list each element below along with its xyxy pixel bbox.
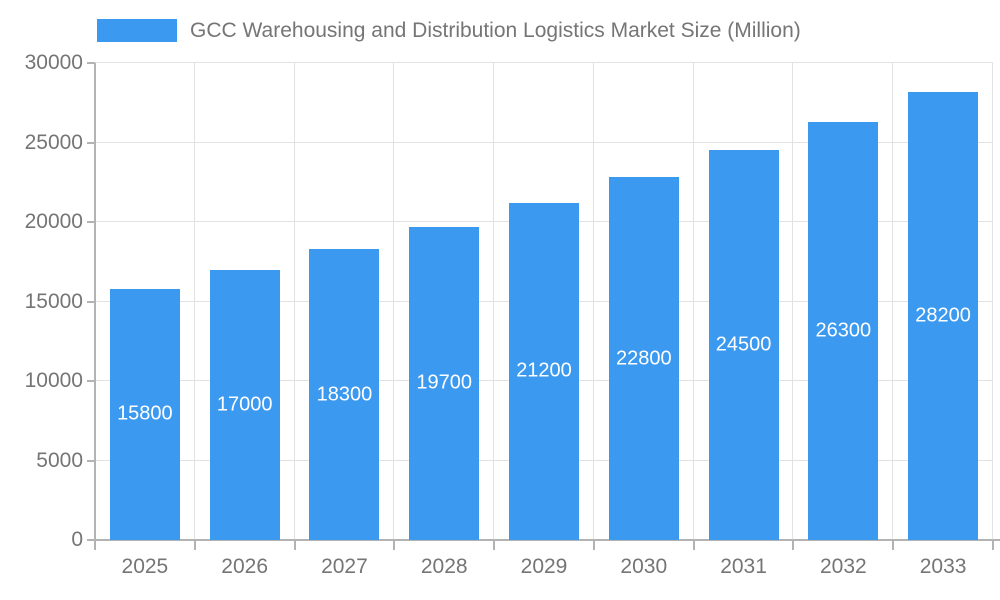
y-axis-label: 30000 xyxy=(24,51,83,74)
bar-value-label: 21200 xyxy=(516,359,572,382)
bar-value-label: 28200 xyxy=(915,304,971,327)
x-axis-tick xyxy=(593,540,595,550)
bar xyxy=(908,92,978,540)
bar xyxy=(110,289,180,540)
y-axis-tick xyxy=(87,380,95,382)
x-axis-tick xyxy=(892,540,894,550)
bar xyxy=(808,122,878,540)
x-axis-label: 2032 xyxy=(819,555,867,578)
y-axis-line xyxy=(94,63,96,540)
bar-value-label: 19700 xyxy=(416,371,473,394)
bar-value-label: 17000 xyxy=(216,393,273,416)
bar-value-label: 15800 xyxy=(117,402,173,425)
y-axis-label: 25000 xyxy=(24,130,83,154)
y-axis-label: 20000 xyxy=(24,210,83,233)
y-axis-tick xyxy=(87,460,95,462)
x-axis-line xyxy=(95,539,1000,541)
x-gridline xyxy=(693,63,694,540)
x-axis-label: 2030 xyxy=(620,555,668,578)
y-gridline xyxy=(95,142,993,143)
x-gridline xyxy=(992,63,993,540)
x-axis-tick xyxy=(493,540,495,550)
y-axis-label: 15000 xyxy=(24,289,83,313)
y-axis-tick xyxy=(87,539,95,541)
x-axis-tick xyxy=(693,540,695,550)
y-axis-tick xyxy=(87,221,95,223)
x-axis-tick xyxy=(393,540,395,550)
x-gridline xyxy=(493,63,494,540)
x-axis-tick xyxy=(792,540,794,550)
x-gridline xyxy=(393,63,394,540)
x-axis-label: 2033 xyxy=(919,555,967,578)
x-axis-label: 2031 xyxy=(720,555,767,578)
y-gridline xyxy=(95,62,993,63)
legend-swatch xyxy=(97,19,177,42)
legend: GCC Warehousing and Distribution Logisti… xyxy=(97,19,801,42)
legend-label: GCC Warehousing and Distribution Logisti… xyxy=(190,19,801,42)
bar xyxy=(210,270,280,540)
x-gridline xyxy=(792,63,793,540)
x-axis-label: 2027 xyxy=(321,555,368,578)
bar xyxy=(709,150,779,540)
x-axis-label: 2029 xyxy=(520,555,568,578)
y-axis-tick xyxy=(87,142,95,144)
y-axis-label: 5000 xyxy=(36,448,83,472)
x-axis-tick xyxy=(194,540,196,550)
y-axis-label: 0 xyxy=(71,528,83,551)
x-axis-label: 2025 xyxy=(121,555,169,578)
x-gridline xyxy=(194,63,195,540)
x-gridline xyxy=(294,63,295,540)
bar xyxy=(309,249,379,540)
x-axis-label: 2026 xyxy=(221,555,269,578)
y-axis-label: 10000 xyxy=(24,369,83,392)
x-axis-label: 2028 xyxy=(420,555,468,578)
bar-value-label: 18300 xyxy=(316,383,373,405)
bar xyxy=(509,203,579,540)
x-axis-tick xyxy=(94,540,96,550)
y-axis-tick xyxy=(87,301,95,303)
bar xyxy=(409,227,479,540)
x-gridline xyxy=(892,63,893,540)
x-axis-tick xyxy=(992,540,994,550)
x-axis-tick xyxy=(294,540,296,550)
bar-value-label: 26300 xyxy=(815,319,872,342)
y-axis-tick xyxy=(87,62,95,64)
x-gridline xyxy=(593,63,594,540)
bar-value-label: 22800 xyxy=(615,347,672,370)
bar xyxy=(609,177,679,540)
bar-value-label: 24500 xyxy=(715,333,772,356)
